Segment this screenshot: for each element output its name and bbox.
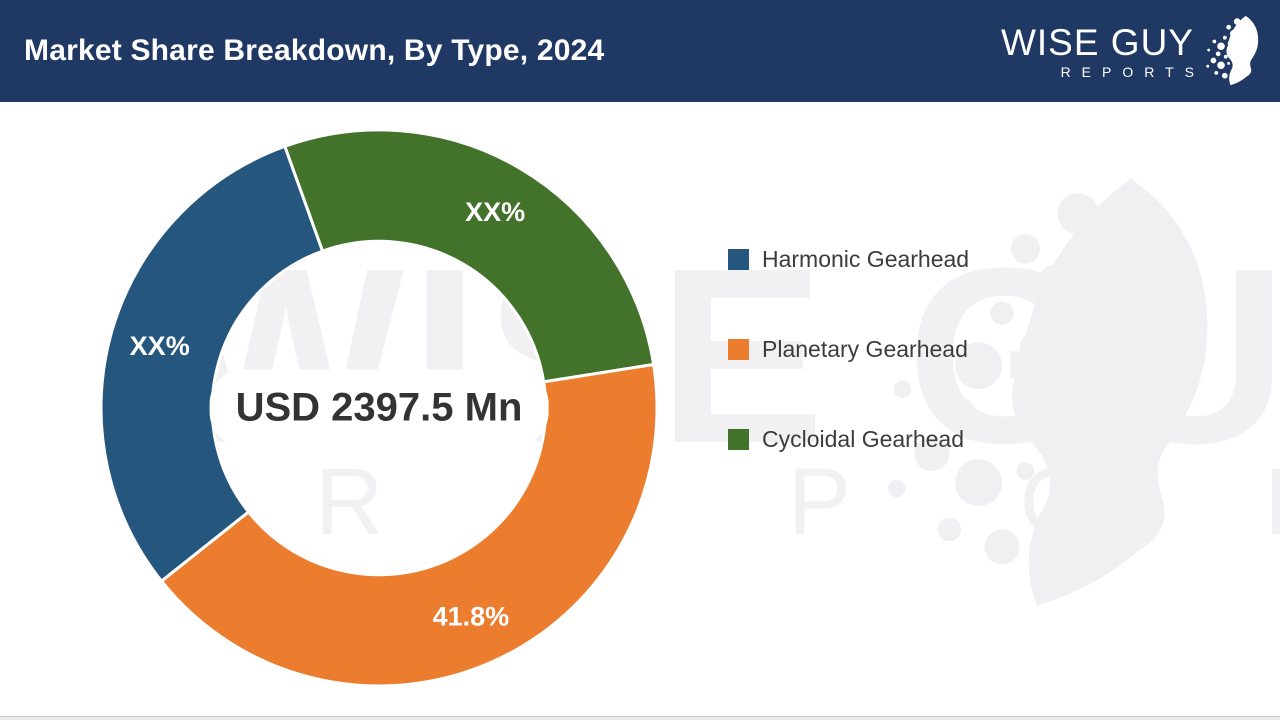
brand-logo-text: WISE GUY REPORTS <box>1001 24 1194 79</box>
legend-label-cycloidal: Cycloidal Gearhead <box>762 426 965 452</box>
legend-label-harmonic: Harmonic Gearhead <box>762 246 970 272</box>
donut-segment-2 <box>99 144 324 583</box>
legend-item-planetary: Planetary Gearhead <box>728 336 969 363</box>
legend: Harmonic Gearhead Planetary Gearhead Cyc… <box>728 246 969 516</box>
brand-subtitle: REPORTS <box>1060 63 1205 80</box>
legend-item-cycloidal: Cycloidal Gearhead <box>728 426 969 453</box>
legend-swatch-cycloidal <box>728 429 749 450</box>
legend-item-harmonic: Harmonic Gearhead <box>728 246 969 273</box>
logo-face-icon <box>1206 15 1259 86</box>
donut-chart: XX% 41.8% XX% <box>99 128 659 688</box>
brand-name: WISE GUY <box>1000 21 1194 63</box>
footer-bar <box>0 716 1280 720</box>
legend-swatch-planetary <box>728 339 749 360</box>
donut-segment-1 <box>160 363 659 688</box>
slice-label-0: XX% <box>465 197 525 227</box>
page-title: Market Share Breakdown, By Type, 2024 <box>24 34 605 67</box>
slice-label-1: 41.8% <box>433 602 510 632</box>
legend-label-planetary: Planetary Gearhead <box>762 336 968 362</box>
donut-center-label: USD 2397.5 Mn <box>209 369 549 447</box>
donut-segment-0 <box>283 128 656 384</box>
header-bar: Market Share Breakdown, By Type, 2024 WI… <box>0 0 1280 102</box>
legend-swatch-harmonic <box>728 249 749 270</box>
slice-label-2: XX% <box>130 331 190 361</box>
brand-logo: WISE GUY REPORTS <box>1001 13 1262 89</box>
